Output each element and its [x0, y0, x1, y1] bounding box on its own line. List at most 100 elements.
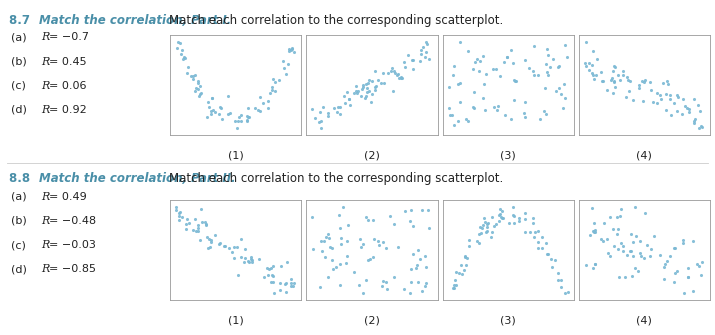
Point: [395, 75, 406, 81]
Point: [396, 75, 408, 80]
Point: [489, 223, 500, 228]
Point: [282, 62, 294, 67]
Point: [696, 259, 708, 265]
Point: [373, 242, 385, 248]
Point: [405, 218, 416, 223]
Point: [447, 285, 458, 291]
Point: [327, 257, 338, 263]
Point: [388, 221, 400, 227]
Point: [228, 245, 240, 250]
Point: [204, 105, 215, 110]
Text: (d): (d): [11, 105, 34, 115]
Point: [192, 78, 203, 84]
Point: [285, 280, 297, 286]
Point: [676, 111, 687, 116]
Point: [519, 100, 531, 105]
Point: [334, 282, 345, 287]
Point: [176, 51, 187, 56]
Point: [448, 63, 460, 69]
Point: [509, 78, 521, 84]
Point: [615, 240, 626, 246]
Point: [416, 288, 428, 294]
Point: [561, 55, 573, 60]
Point: [647, 99, 659, 105]
Point: [638, 255, 649, 261]
Point: [644, 79, 656, 84]
Point: [366, 78, 378, 83]
Point: [513, 218, 525, 224]
Text: 8.8: 8.8: [9, 172, 38, 185]
Point: [639, 210, 651, 216]
Point: [214, 241, 225, 246]
Point: [257, 100, 269, 106]
Text: (b): (b): [11, 216, 34, 226]
Point: [464, 243, 475, 248]
Point: [420, 280, 431, 285]
Point: [620, 274, 631, 280]
Point: [679, 290, 690, 296]
Point: [543, 52, 554, 58]
Point: [280, 289, 292, 294]
Point: [223, 111, 235, 116]
Point: [587, 48, 598, 54]
Point: [343, 96, 355, 102]
Point: [468, 105, 480, 111]
Point: [194, 83, 205, 88]
Point: [671, 109, 683, 114]
Point: [220, 244, 231, 249]
Point: [386, 66, 398, 71]
Point: [694, 263, 705, 268]
Point: [519, 210, 531, 215]
Point: [201, 234, 212, 240]
Point: [235, 118, 247, 124]
Point: [359, 95, 370, 100]
Point: [344, 103, 355, 108]
Point: [547, 57, 558, 62]
Point: [200, 222, 212, 227]
Point: [527, 221, 538, 226]
Point: [467, 104, 478, 109]
Point: [390, 70, 401, 76]
Point: [393, 75, 404, 80]
Text: (c): (c): [11, 81, 33, 91]
Point: [395, 75, 406, 80]
Point: [331, 110, 342, 115]
Point: [423, 208, 434, 213]
Point: [207, 96, 218, 101]
Point: [621, 94, 632, 99]
Point: [672, 94, 684, 99]
Point: [661, 258, 673, 263]
Point: [222, 94, 233, 99]
Point: [459, 253, 470, 259]
Point: [488, 105, 499, 110]
Point: [408, 223, 419, 228]
Text: (a): (a): [11, 32, 34, 43]
Point: [618, 248, 629, 254]
Text: = 0.06: = 0.06: [49, 81, 87, 91]
Point: [612, 247, 623, 252]
Point: [181, 226, 192, 231]
Point: [580, 39, 591, 45]
Point: [423, 225, 435, 230]
Point: [634, 238, 646, 244]
Point: [678, 241, 689, 246]
Point: [467, 67, 478, 72]
Text: = 0.45: = 0.45: [49, 57, 87, 67]
Point: [528, 73, 540, 78]
Point: [598, 220, 610, 226]
Point: [483, 220, 494, 226]
Point: [559, 290, 571, 296]
Point: [267, 263, 279, 269]
Point: [689, 120, 700, 125]
Point: [461, 256, 473, 261]
Point: [340, 261, 352, 266]
Point: [511, 78, 522, 84]
Text: (b): (b): [11, 57, 34, 67]
Point: [617, 69, 628, 74]
Point: [669, 271, 681, 276]
Point: [322, 114, 334, 119]
Point: [196, 91, 207, 96]
Point: [269, 290, 280, 296]
Point: [494, 211, 506, 217]
Point: [378, 81, 390, 86]
